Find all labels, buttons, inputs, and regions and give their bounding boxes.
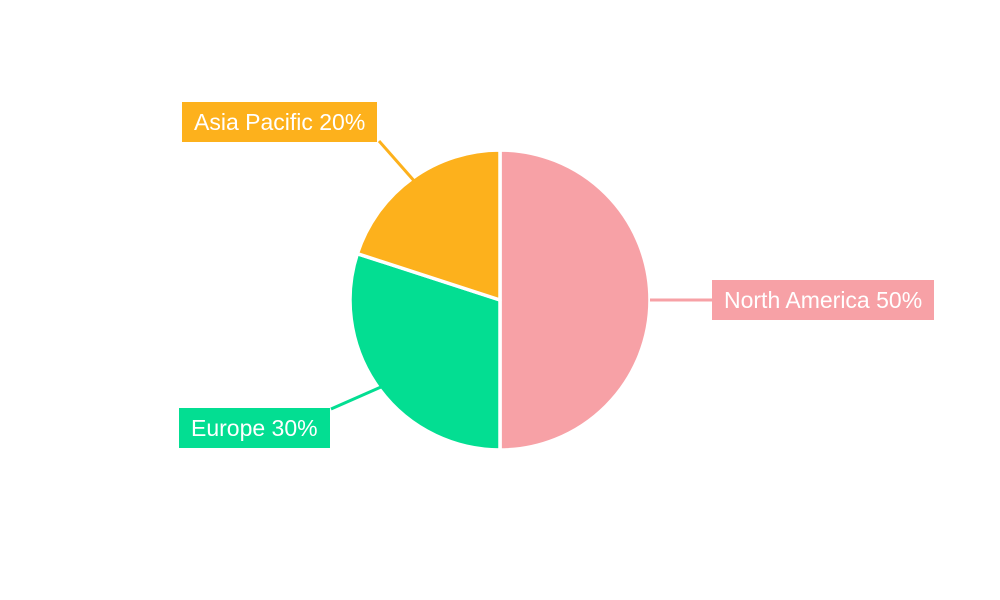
pie-label-asia-pacific-text: Asia Pacific 20% [194,108,366,135]
pie-label-europe-text: Europe 30% [191,414,318,441]
leader-line-asia-pacific [377,140,418,184]
pie-label-north-america-text: North America 50% [724,286,923,313]
pie-label-europe[interactable]: Europe 30% [179,408,330,448]
pie-label-north-america[interactable]: North America 50% [712,280,935,320]
pie-slice-north-america[interactable] [498,148,652,452]
leader-line-europe [330,385,382,411]
pie-label-asia-pacific[interactable]: Asia Pacific 20% [182,102,378,142]
